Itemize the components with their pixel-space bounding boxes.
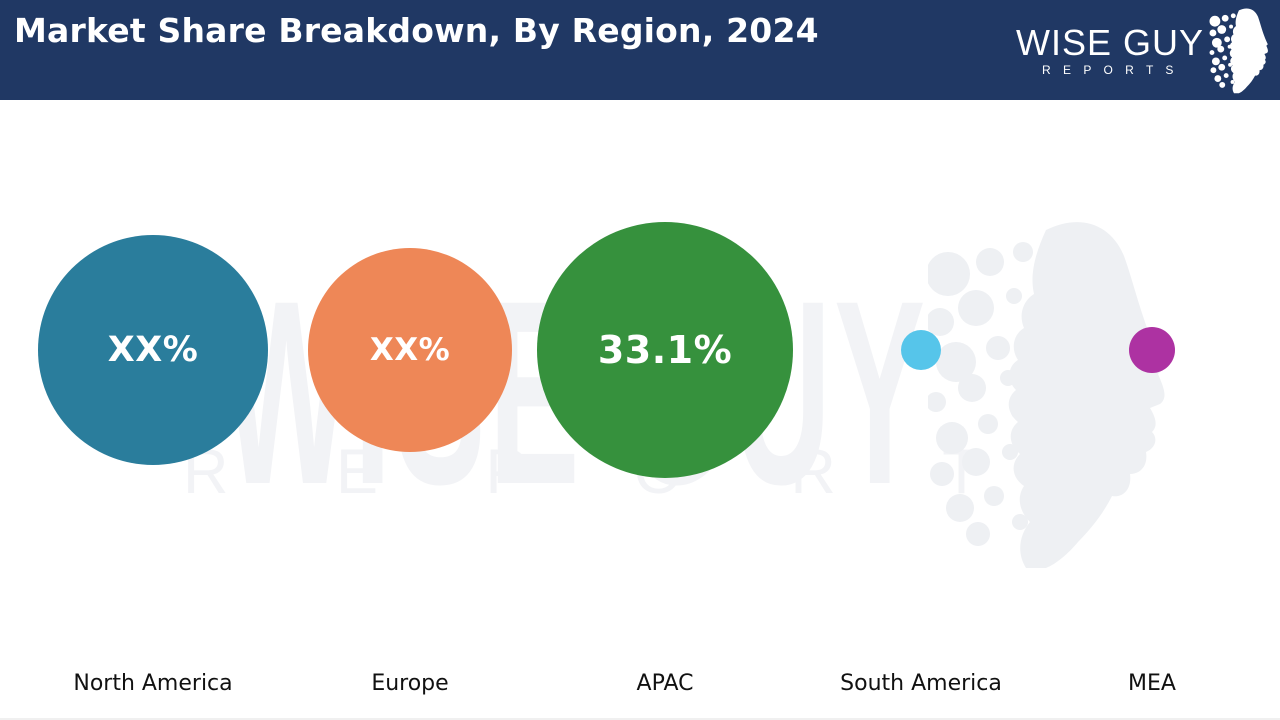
brand-wordmark: WISE GUY R E P O R T S (1015, 21, 1204, 77)
category-label-north-america: North America (73, 671, 233, 696)
dotted-head-icon (1209, 8, 1268, 94)
watermark-head-icon (928, 222, 1165, 568)
bottom-divider (0, 718, 1280, 720)
brand-logo: WISE GUY R E P O R T S (1016, 0, 1272, 100)
bubble-europe: XX% (308, 248, 512, 452)
category-label-mea: MEA (1128, 671, 1176, 696)
bubble-mea (1129, 327, 1175, 373)
bubble-apac: 33.1% (537, 222, 793, 478)
bubble-value-label: 33.1% (597, 328, 733, 372)
bubble-value-label: XX% (107, 330, 199, 370)
category-label-apac: APAC (636, 671, 694, 696)
header: Market Share Breakdown, By Region, 2024 … (0, 0, 1280, 100)
brand-name: WISE GUY (1015, 21, 1204, 63)
page-title: Market Share Breakdown, By Region, 2024 (14, 11, 819, 50)
bubble-value-label: XX% (369, 332, 451, 368)
category-label-europe: Europe (371, 671, 449, 696)
brand-subtitle: R E P O R T S (1042, 62, 1178, 77)
bubble-north-america: XX% (38, 235, 268, 465)
category-label-south-america: South America (840, 671, 1002, 696)
bubble-south-america (901, 330, 941, 370)
